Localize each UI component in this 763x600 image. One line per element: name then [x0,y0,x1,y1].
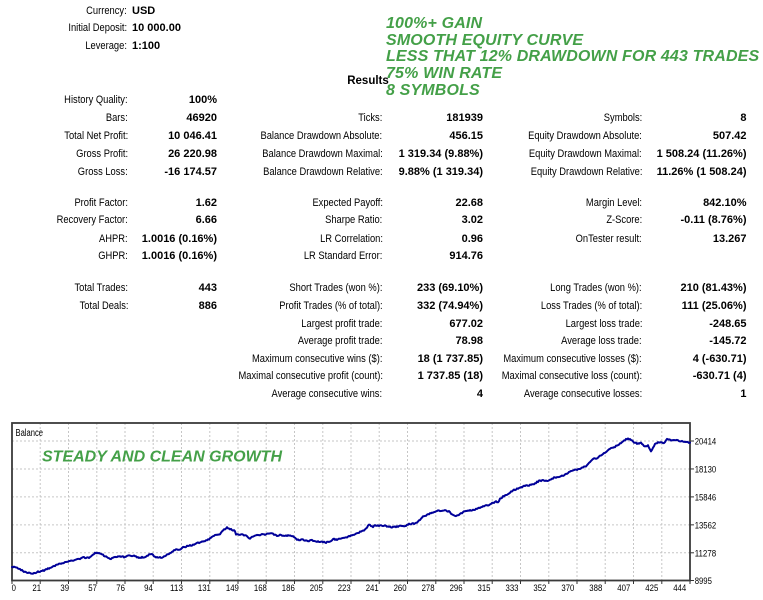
svg-text:168: 168 [254,583,267,593]
svg-text:8995: 8995 [695,576,712,586]
svg-text:94: 94 [144,583,153,593]
svg-text:278: 278 [422,583,435,593]
svg-text:57: 57 [88,583,97,593]
svg-text:425: 425 [645,583,658,593]
svg-text:333: 333 [506,583,519,593]
svg-text:296: 296 [450,583,463,593]
svg-text:39: 39 [60,583,69,593]
svg-text:260: 260 [394,583,407,593]
svg-text:13562: 13562 [695,520,717,530]
svg-text:21: 21 [32,583,41,593]
svg-text:18130: 18130 [695,464,717,474]
svg-text:131: 131 [198,583,211,593]
svg-text:149: 149 [226,583,239,593]
svg-text:205: 205 [310,583,323,593]
svg-text:0: 0 [12,583,16,593]
svg-text:113: 113 [170,583,183,593]
svg-text:370: 370 [561,583,574,593]
svg-text:15846: 15846 [695,492,717,502]
svg-text:241: 241 [366,583,379,593]
svg-text:352: 352 [533,583,546,593]
svg-text:11278: 11278 [695,548,717,558]
svg-text:20414: 20414 [695,437,717,447]
svg-text:76: 76 [116,583,125,593]
svg-text:407: 407 [617,583,630,593]
svg-text:444: 444 [673,583,686,593]
svg-text:315: 315 [478,583,491,593]
svg-text:Balance: Balance [16,428,44,439]
svg-text:223: 223 [338,583,351,593]
svg-text:388: 388 [589,583,602,593]
svg-text:STEADY AND CLEAN GROWTH: STEADY AND CLEAN GROWTH [42,449,282,466]
svg-text:186: 186 [282,583,295,593]
